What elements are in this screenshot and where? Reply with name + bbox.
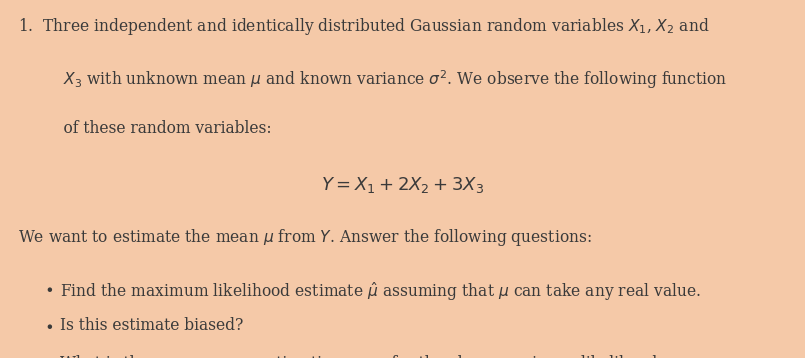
- Text: Is this estimate biased?: Is this estimate biased?: [60, 317, 244, 334]
- Text: What is the mean square estimation error for the above maximum likelihood: What is the mean square estimation error…: [60, 355, 658, 358]
- Text: Find the maximum likelihood estimate $\hat{\mu}$ assuming that $\mu$ can take an: Find the maximum likelihood estimate $\h…: [60, 280, 701, 303]
- Text: of these random variables:: of these random variables:: [44, 120, 272, 137]
- Text: $Y = X_1 + 2X_2 + 3X_3$: $Y = X_1 + 2X_2 + 3X_3$: [321, 175, 484, 195]
- Text: $\bullet$: $\bullet$: [44, 317, 53, 334]
- Text: 1.  Three independent and identically distributed Gaussian random variables $X_1: 1. Three independent and identically dis…: [18, 16, 709, 37]
- Text: We want to estimate the mean $\mu$ from $Y$. Answer the following questions:: We want to estimate the mean $\mu$ from …: [18, 227, 592, 248]
- Text: $\bullet$: $\bullet$: [44, 280, 53, 297]
- Text: $X_3$ with unknown mean $\mu$ and known variance $\sigma^2$. We observe the foll: $X_3$ with unknown mean $\mu$ and known …: [44, 68, 728, 91]
- Text: $\bullet$: $\bullet$: [44, 355, 53, 358]
